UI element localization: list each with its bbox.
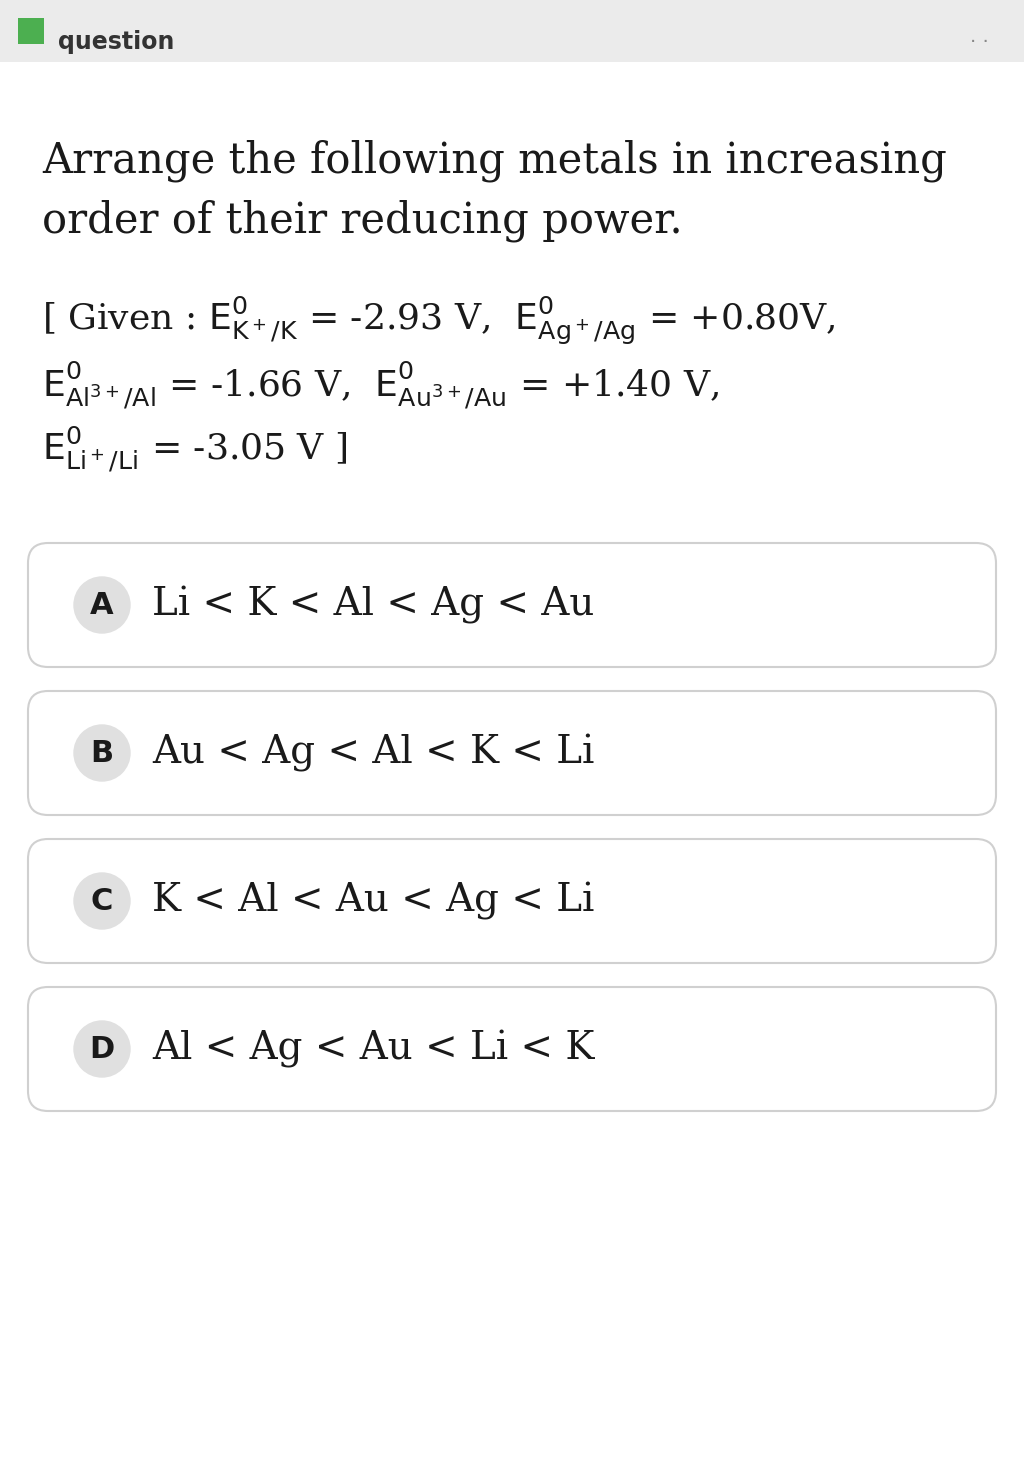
Circle shape bbox=[74, 726, 130, 780]
Text: · ·: · · bbox=[970, 33, 989, 52]
FancyBboxPatch shape bbox=[28, 544, 996, 666]
FancyBboxPatch shape bbox=[28, 692, 996, 815]
Text: order of their reducing power.: order of their reducing power. bbox=[42, 200, 683, 243]
FancyBboxPatch shape bbox=[28, 986, 996, 1111]
Text: A: A bbox=[90, 591, 114, 619]
Text: $\mathrm{E^0_{Li^+/ Li}}$ = -3.05 V ]: $\mathrm{E^0_{Li^+/ Li}}$ = -3.05 V ] bbox=[42, 425, 347, 475]
Text: D: D bbox=[89, 1035, 115, 1063]
Text: K < Al < Au < Ag < Li: K < Al < Au < Ag < Li bbox=[152, 883, 594, 920]
FancyBboxPatch shape bbox=[28, 840, 996, 963]
Text: [ Given : $\mathrm{E^0_{K^+/ K}}$ = -2.93 V,  $\mathrm{E^0_{Ag^+/ Ag}}$ = +0.80V: [ Given : $\mathrm{E^0_{K^+/ K}}$ = -2.9… bbox=[42, 295, 836, 348]
Circle shape bbox=[74, 1020, 130, 1077]
Text: C: C bbox=[91, 887, 114, 915]
Text: question: question bbox=[58, 30, 174, 53]
Circle shape bbox=[74, 578, 130, 632]
Text: Li < K < Al < Ag < Au: Li < K < Al < Ag < Au bbox=[152, 586, 594, 624]
Text: Au < Ag < Al < K < Li: Au < Ag < Al < K < Li bbox=[152, 735, 594, 772]
Circle shape bbox=[74, 872, 130, 929]
Bar bbox=[0, 0, 1024, 62]
Text: $\mathrm{E^0_{Al^{3+}/ Al}}$ = -1.66 V,  $\mathrm{E^0_{Au^{3+}/ Au}}$ = +1.40 V,: $\mathrm{E^0_{Al^{3+}/ Al}}$ = -1.66 V, … bbox=[42, 360, 719, 412]
Text: B: B bbox=[90, 739, 114, 767]
Text: Al < Ag < Au < Li < K: Al < Ag < Au < Li < K bbox=[152, 1029, 594, 1068]
Bar bbox=[18, 18, 44, 44]
Text: Arrange the following metals in increasing: Arrange the following metals in increasi… bbox=[42, 141, 947, 182]
